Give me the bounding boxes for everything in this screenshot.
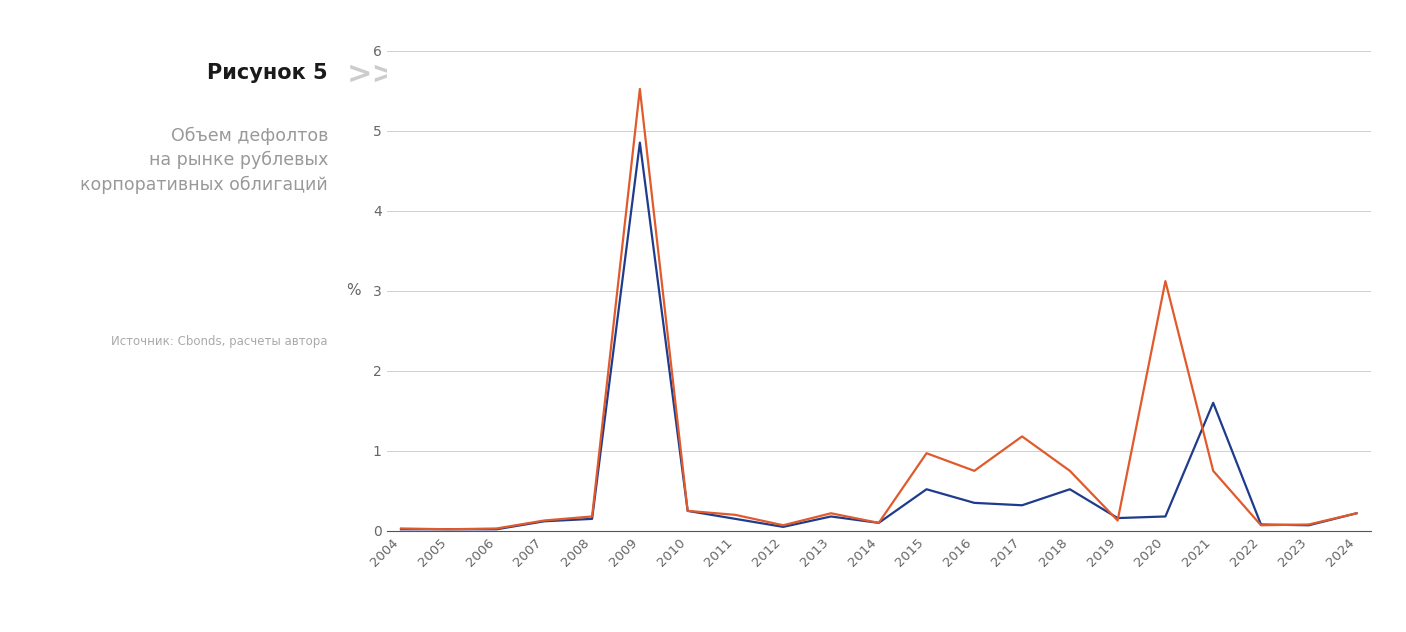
Text: Объем дефолтов
на рынке рублевых
корпоративных облигаций: Объем дефолтов на рынке рублевых корпора… (80, 126, 328, 194)
Y-axis label: %: % (346, 283, 361, 298)
Text: Рисунок 5: Рисунок 5 (207, 63, 328, 83)
Text: Источник: Cbonds, расчеты автора: Источник: Cbonds, расчеты автора (111, 335, 328, 348)
Text: >>: >> (346, 60, 398, 89)
